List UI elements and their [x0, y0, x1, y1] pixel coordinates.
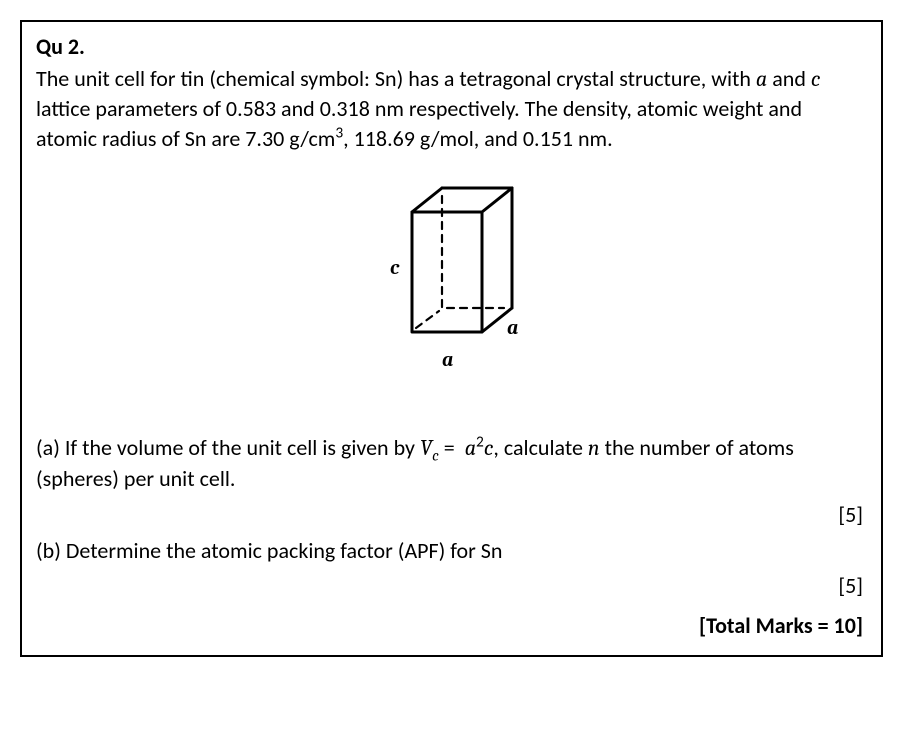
question-number: Qu 2.: [36, 32, 867, 62]
unit-cell-svg: c a a: [342, 182, 562, 392]
question-box: Qu 2. The unit cell for tin (chemical sy…: [20, 20, 883, 657]
label-a-bottom: a: [442, 348, 453, 371]
marks-b: [5]: [36, 571, 867, 601]
part-b: (b) Determine the atomic packing factor …: [36, 536, 867, 566]
question-intro: The unit cell for tin (chemical symbol: …: [36, 64, 867, 154]
total-marks: [Total Marks = 10]: [36, 611, 867, 641]
figure-container: c a a: [36, 182, 867, 400]
tetragonal-cell-figure: c a a: [342, 182, 562, 400]
label-a-right: a: [507, 316, 518, 339]
label-c: c: [390, 256, 400, 279]
marks-a: [5]: [36, 500, 867, 530]
part-a: (a) If the volume of the unit cell is gi…: [36, 433, 867, 493]
